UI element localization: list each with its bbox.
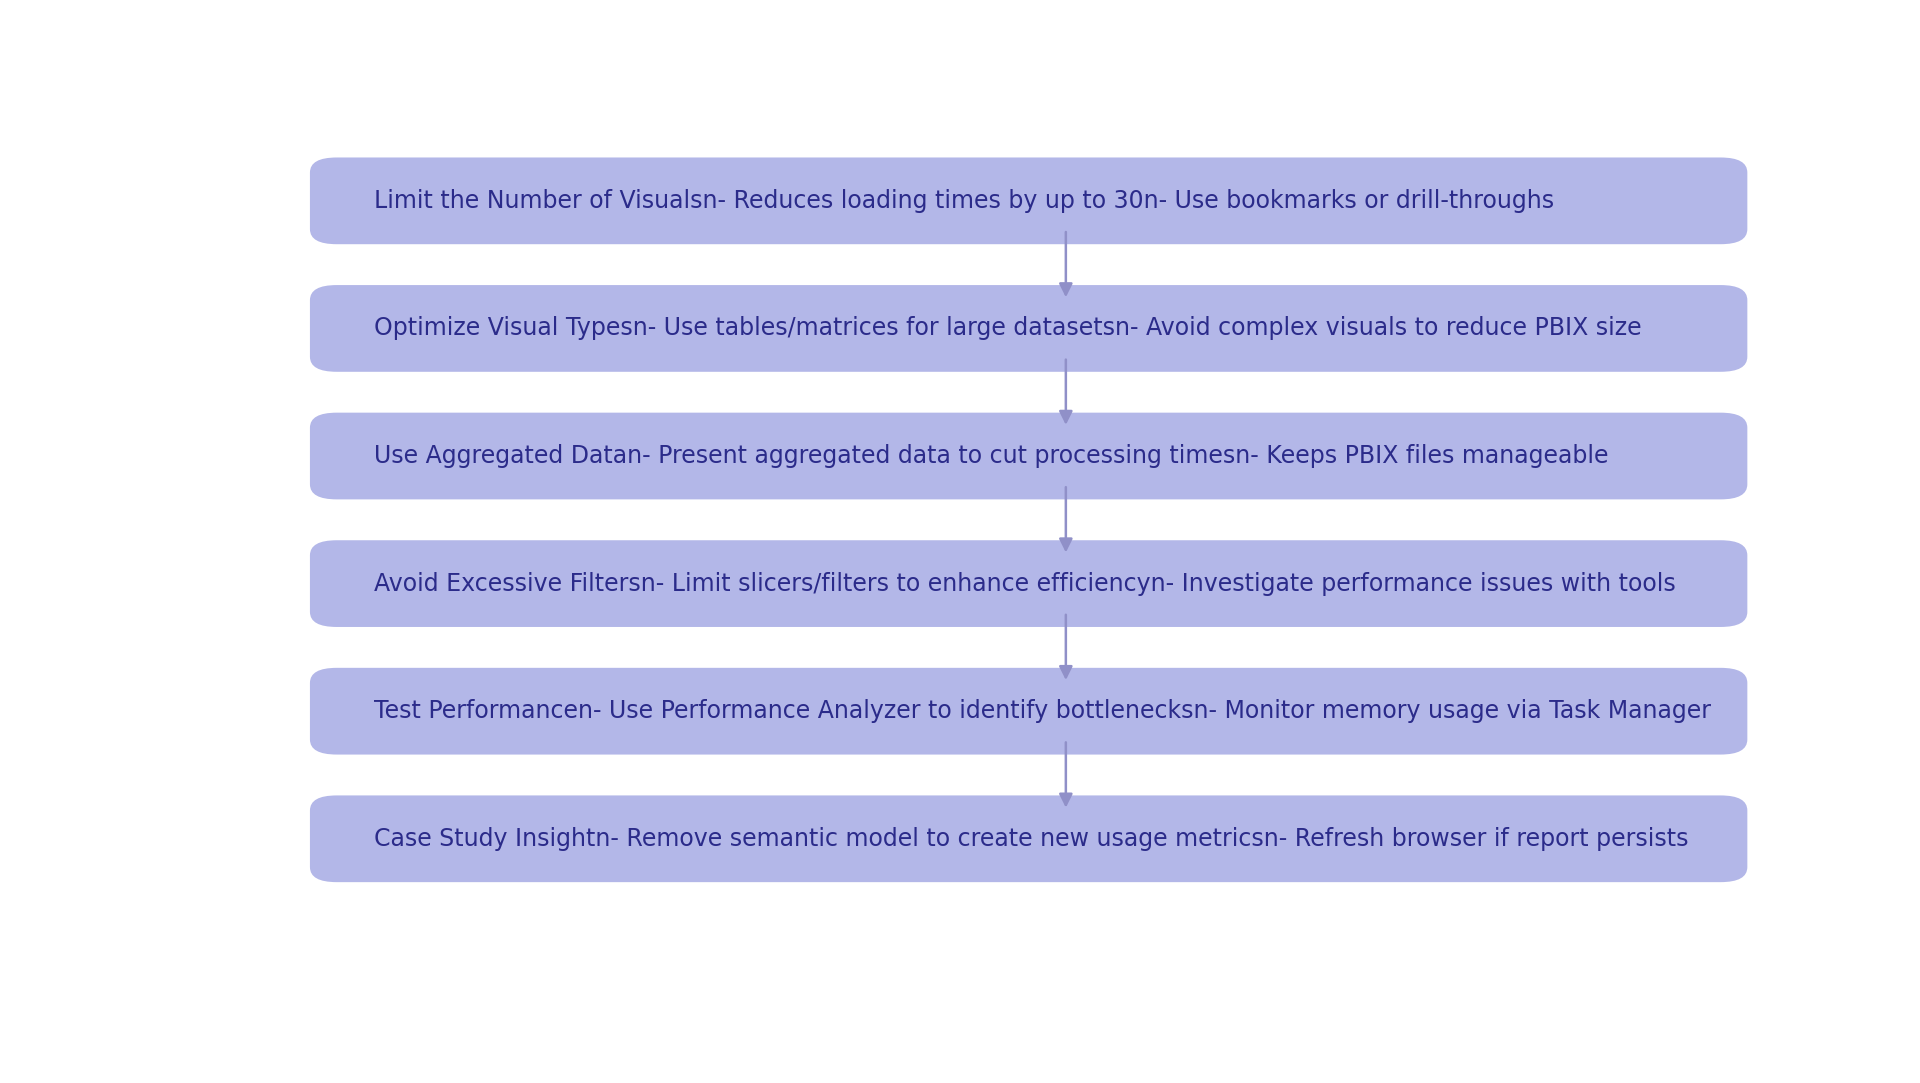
- Text: Limit the Number of Visualsn- Reduces loading times by up to 30n- Use bookmarks : Limit the Number of Visualsn- Reduces lo…: [374, 188, 1553, 213]
- FancyBboxPatch shape: [309, 413, 1747, 499]
- FancyBboxPatch shape: [309, 668, 1747, 755]
- Text: Test Performancen- Use Performance Analyzer to identify bottlenecksn- Monitor me: Test Performancen- Use Performance Analy…: [374, 700, 1711, 723]
- FancyBboxPatch shape: [309, 795, 1747, 883]
- FancyBboxPatch shape: [309, 540, 1747, 627]
- Text: Case Study Insightn- Remove semantic model to create new usage metricsn- Refresh: Case Study Insightn- Remove semantic mod…: [374, 826, 1688, 851]
- FancyBboxPatch shape: [309, 157, 1747, 244]
- Text: Avoid Excessive Filtersn- Limit slicers/filters to enhance efficiencyn- Investig: Avoid Excessive Filtersn- Limit slicers/…: [374, 572, 1676, 596]
- FancyBboxPatch shape: [309, 285, 1747, 371]
- Text: Optimize Visual Typesn- Use tables/matrices for large datasetsn- Avoid complex v: Optimize Visual Typesn- Use tables/matri…: [374, 316, 1642, 340]
- Text: Use Aggregated Datan- Present aggregated data to cut processing timesn- Keeps PB: Use Aggregated Datan- Present aggregated…: [374, 444, 1609, 468]
